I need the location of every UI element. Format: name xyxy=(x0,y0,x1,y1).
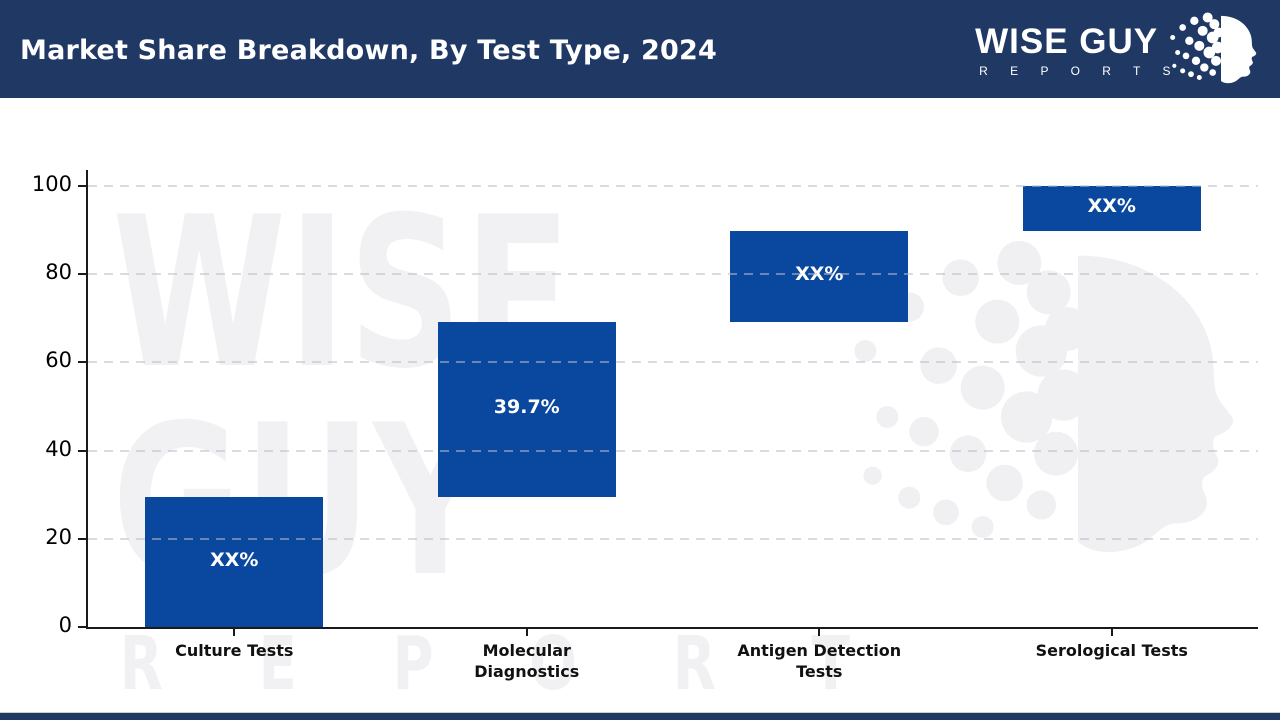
bar-value-label: XX% xyxy=(1087,195,1136,218)
y-tick-mark-80 xyxy=(78,273,86,276)
y-axis-line xyxy=(86,170,88,629)
footer-bar xyxy=(0,712,1280,720)
page-title: Market Share Breakdown, By Test Type, 20… xyxy=(20,35,718,66)
x-axis-line xyxy=(86,627,1258,629)
brand-logo-text: WISE GUY R E P O R T S xyxy=(975,21,1180,78)
category-label: Serological Tests xyxy=(1035,641,1188,660)
bar-segment: XX% xyxy=(145,496,324,627)
bar-segment: XX% xyxy=(730,230,909,322)
category-label: Culture Tests xyxy=(175,641,294,660)
watermark-face-icon xyxy=(854,241,1233,553)
y-tick-label-80: 80 xyxy=(45,260,72,285)
x-tick-mark xyxy=(818,629,821,636)
gridline-60 xyxy=(88,361,1258,364)
y-tick-mark-20 xyxy=(78,537,86,540)
y-tick-label-20: 20 xyxy=(45,524,72,549)
gridline-40 xyxy=(88,449,1258,452)
brand-wordmark: WISE GUY xyxy=(975,21,1159,61)
x-tick-mark xyxy=(1110,629,1113,636)
y-tick-mark-0 xyxy=(78,626,86,628)
x-tick-mark xyxy=(233,629,236,636)
gridline-80 xyxy=(88,273,1258,276)
bar-value-label: XX% xyxy=(210,548,259,571)
y-tick-mark-60 xyxy=(78,361,86,364)
x-tick-mark xyxy=(525,629,528,636)
gridline-20 xyxy=(88,537,1258,540)
y-tick-mark-100 xyxy=(78,185,86,187)
y-tick-label-0: 0 xyxy=(58,613,72,637)
gridline-100 xyxy=(88,185,1258,187)
logo-face-icon xyxy=(1170,12,1257,84)
bar-segment: 39.7% xyxy=(437,321,616,497)
y-tick-mark-40 xyxy=(78,449,86,452)
y-tick-label-100: 100 xyxy=(31,172,72,196)
category-label: Antigen Detection Tests xyxy=(737,641,902,681)
category-label: Molecular Diagnostics xyxy=(474,641,580,681)
bar-segment: XX% xyxy=(1022,186,1201,231)
brand-logo: WISE GUY R E P O R T S xyxy=(975,10,1266,90)
y-tick-label-40: 40 xyxy=(45,436,72,461)
header-bar: Market Share Breakdown, By Test Type, 20… xyxy=(0,0,1280,98)
y-tick-label-60: 60 xyxy=(45,348,72,373)
watermark-subtext: R E P O R T S xyxy=(119,621,888,712)
bar-value-label: 39.7% xyxy=(493,396,560,419)
brand-subtext: R E P O R T S xyxy=(979,63,1180,78)
